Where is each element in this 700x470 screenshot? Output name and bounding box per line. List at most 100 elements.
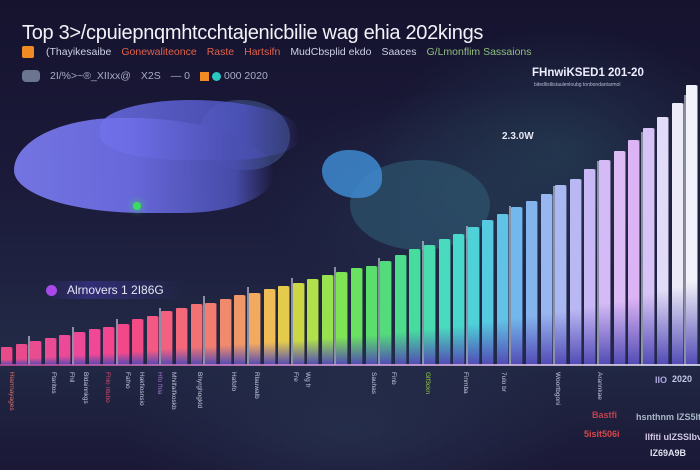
bar [511, 207, 524, 365]
legend-text: 2I/%>~®_XIIxx@ [50, 70, 131, 82]
x-axis-label: Bldainnkgs [82, 372, 89, 404]
bar-pole [71, 327, 74, 365]
bottom-note: 2020 [672, 374, 693, 384]
bottom-note: 5isit506i [584, 429, 620, 439]
bar [263, 289, 276, 365]
bar [671, 103, 684, 365]
bar-pole [159, 308, 162, 365]
bar [73, 332, 86, 365]
x-axis-label: Finb [390, 372, 397, 385]
bar [453, 234, 466, 365]
bar [15, 344, 28, 365]
bottom-note: hsnthnm IZS5Iti [636, 412, 700, 422]
legend-row-2: 2I/%>~®_XIIxx@ X2S — 0 000 2020 [22, 70, 278, 82]
x-axis-label: Hiarrnayages [8, 372, 15, 411]
panel-title: FHnwiKSED1 201-20 [532, 67, 644, 79]
legend-item: MudCbsplid ekdo [290, 46, 372, 58]
bar [380, 261, 393, 365]
bar-pole [553, 186, 556, 365]
bar [394, 255, 407, 365]
x-axis-label: Fhlo ntubo [104, 372, 111, 403]
x-axis-label: 7ulo br [500, 372, 507, 392]
bar [409, 249, 422, 365]
bar [628, 140, 641, 365]
bar [59, 335, 72, 365]
bar-pole [684, 95, 687, 365]
bar [438, 239, 451, 365]
bar [219, 299, 232, 365]
bar [467, 227, 480, 365]
bar [321, 275, 334, 365]
bar [555, 185, 568, 365]
x-axis-label: Glf3ckn [424, 372, 431, 395]
bar [598, 160, 611, 365]
legend-teal-dot-icon [211, 71, 221, 81]
bottom-note: Bastfi [592, 410, 618, 420]
bar [30, 341, 43, 365]
bar-pole [465, 226, 468, 365]
series-purple-dot-icon [46, 284, 57, 296]
legend-row-1: (Thayikesaibe Gonewaliteonce Raste Harts… [22, 46, 542, 58]
bar [234, 295, 247, 365]
x-axis-label: Sauhas [370, 372, 377, 395]
bar [146, 316, 159, 365]
bar [569, 179, 582, 365]
bar-pole [640, 132, 643, 365]
bar-pole [509, 206, 512, 365]
bar-pole [378, 258, 381, 365]
bar [540, 194, 553, 365]
bar [613, 151, 626, 365]
series-label: Alrnovers 1 2I86G [46, 281, 184, 299]
bottom-note: IIfiti uIZSSIbv [645, 432, 700, 442]
legend-orange-square-icon [199, 71, 209, 81]
panel-subtitle: bitedlistlistaulenloubg tonbondantarmol [534, 82, 621, 88]
bar [88, 329, 101, 365]
map-marker-dot [133, 202, 141, 210]
bar-pole [290, 278, 293, 365]
x-axis-label: Ftaritos [50, 372, 57, 394]
bar-pole [246, 287, 249, 365]
x-axis-label: Hakfiosnsio [138, 372, 145, 406]
bar [307, 279, 320, 365]
bar [117, 324, 130, 365]
bar [103, 327, 116, 365]
bar [686, 85, 699, 365]
map-north-america-shape [14, 118, 274, 213]
bar-pole [596, 161, 599, 365]
chart-title: Top 3>/cpuiepnqmhtcchtajenicbilie wag eh… [22, 22, 484, 44]
x-axis-label: Rlauwalb [253, 372, 260, 399]
bar [584, 169, 597, 365]
legend-text: 000 2020 [223, 70, 268, 82]
legend-item: Raste [206, 46, 235, 58]
bar [642, 128, 655, 365]
bar [278, 286, 291, 365]
x-axis-baseline [0, 364, 700, 366]
bar [526, 201, 539, 365]
legend-item: G/Lmonflim Sassaions [426, 46, 532, 58]
x-axis-label: Fhil [68, 372, 75, 383]
legend-item: Gonewaliteonce [121, 46, 197, 58]
bar-pole [203, 296, 206, 365]
bar [44, 338, 57, 365]
x-axis-label: Finmba [462, 372, 469, 394]
x-axis-label: Fre [292, 372, 299, 382]
legend-grey-swatch-icon [22, 70, 40, 82]
bottom-note: IZ69A9B [650, 448, 687, 458]
legend-item: Saaces [381, 46, 417, 58]
bar-pole [115, 319, 118, 365]
x-axis-label: Woortbgoni [554, 372, 561, 406]
legend-text: X2S [140, 70, 161, 82]
bar [161, 311, 174, 365]
bar [496, 214, 509, 365]
bottom-note: IIO [655, 375, 668, 385]
x-axis-labels: Hiarrnayages Ftaritos Fhil Bldainnkgs Fhlo n… [0, 372, 700, 432]
map-scandinavia-shape [322, 150, 382, 198]
bar [132, 319, 145, 365]
bar-pole [28, 336, 31, 365]
bar [336, 272, 349, 365]
bar [423, 245, 436, 365]
x-axis-label: Hfo fhla [156, 372, 163, 395]
x-axis-label: Bhyrghogkld [196, 372, 203, 409]
